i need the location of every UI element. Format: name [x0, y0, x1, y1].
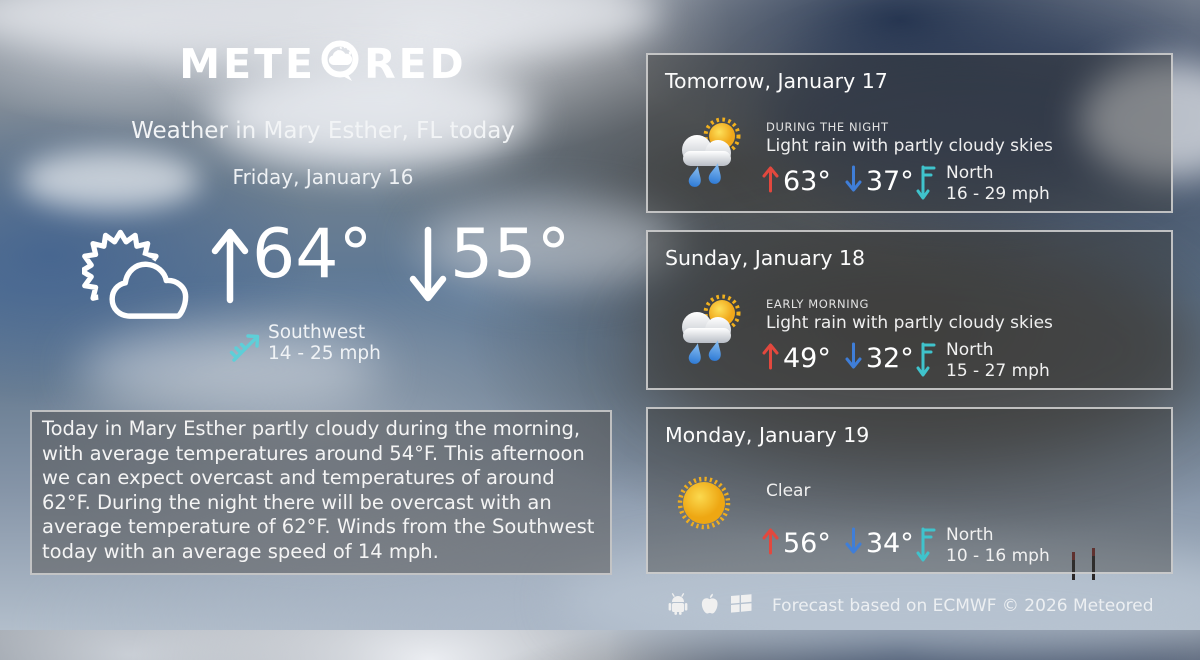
- card-wind: North 15 - 27 mph: [946, 340, 1050, 382]
- card-low: 34°: [865, 527, 914, 559]
- low-arrow-icon: [845, 165, 862, 197]
- today-high-temp: 64°: [252, 215, 373, 294]
- card-title: Monday, January 19: [665, 423, 870, 447]
- card-high: 56°: [783, 527, 831, 559]
- today-low-temp: 55°: [450, 215, 571, 294]
- logo-text-right: RED: [364, 39, 467, 88]
- low-arrow-icon: [406, 226, 450, 308]
- rain-sun-icon: [670, 290, 750, 376]
- meteored-logo[interactable]: METE RED: [0, 38, 646, 90]
- card-wind-direction: North: [946, 525, 994, 545]
- apple-icon[interactable]: [700, 593, 719, 619]
- card-temps: 63° 37°: [762, 165, 914, 197]
- card-description: Clear: [766, 481, 811, 501]
- high-arrow-icon: [762, 342, 779, 374]
- today-summary: Today in Mary Esther partly cloudy durin…: [30, 410, 612, 575]
- page-title: Weather in Mary Esther, FL today: [131, 118, 515, 144]
- background-photo-marker: [1072, 552, 1075, 580]
- card-wind-speed: 10 - 16 mph: [946, 546, 1050, 566]
- windows-icon[interactable]: [731, 594, 752, 618]
- card-high: 49°: [783, 342, 831, 374]
- android-icon[interactable]: [668, 593, 688, 619]
- card-wind: North 16 - 29 mph: [946, 163, 1050, 205]
- card-period: EARLY MORNING: [766, 297, 869, 311]
- partly-cloudy-outline-icon: [79, 224, 198, 338]
- card-period: DURING THE NIGHT: [766, 120, 889, 134]
- card-temps: 56° 34°: [762, 527, 914, 559]
- page-date: Friday, January 16: [232, 165, 414, 189]
- card-wind-direction: North: [946, 163, 994, 183]
- background-photo-marker: [1092, 548, 1095, 580]
- sun-icon: [676, 475, 732, 535]
- card-wind-speed: 16 - 29 mph: [946, 184, 1050, 204]
- card-high: 63°: [783, 165, 831, 197]
- high-arrow-icon: [762, 527, 779, 559]
- wind-barb-north-icon: [914, 525, 940, 571]
- forecast-attribution: Forecast based on ECMWF © 2026 Meteored: [772, 596, 1154, 616]
- card-wind-direction: North: [946, 340, 994, 360]
- card-low: 32°: [865, 342, 914, 374]
- today-wind-direction: Southwest: [268, 322, 366, 343]
- forecast-card-sunday[interactable]: Sunday, January 18 EARLY MORNING Light r…: [646, 230, 1173, 390]
- forecast-card-monday[interactable]: Monday, January 19 Clear 56° 34° North 1…: [646, 407, 1173, 574]
- card-description: Light rain with partly cloudy skies: [766, 136, 1053, 156]
- logo-text-left: METE: [179, 39, 317, 88]
- high-arrow-icon: [762, 165, 779, 197]
- high-arrow-icon: [208, 226, 252, 308]
- card-description: Light rain with partly cloudy skies: [766, 313, 1053, 333]
- footer: Forecast based on ECMWF © 2026 Meteored: [668, 593, 1154, 619]
- low-arrow-icon: [845, 527, 862, 559]
- card-temps: 49° 32°: [762, 342, 914, 374]
- card-title: Sunday, January 18: [665, 246, 866, 270]
- logo-bubble-icon: [319, 38, 361, 90]
- card-title: Tomorrow, January 17: [665, 69, 888, 93]
- wind-barb-north-icon: [914, 340, 940, 386]
- low-arrow-icon: [845, 342, 862, 374]
- today-wind: Southwest 14 - 25 mph: [268, 322, 381, 364]
- card-wind: North 10 - 16 mph: [946, 525, 1050, 567]
- today-wind-speed: 14 - 25 mph: [268, 343, 381, 364]
- rain-sun-icon: [670, 113, 750, 199]
- forecast-card-tomorrow[interactable]: Tomorrow, January 17 DURING THE NIGHT Li…: [646, 53, 1173, 213]
- card-low: 37°: [865, 165, 914, 197]
- card-wind-speed: 15 - 27 mph: [946, 361, 1050, 381]
- wind-direction-southwest-icon: [226, 330, 264, 372]
- wind-barb-north-icon: [914, 163, 940, 209]
